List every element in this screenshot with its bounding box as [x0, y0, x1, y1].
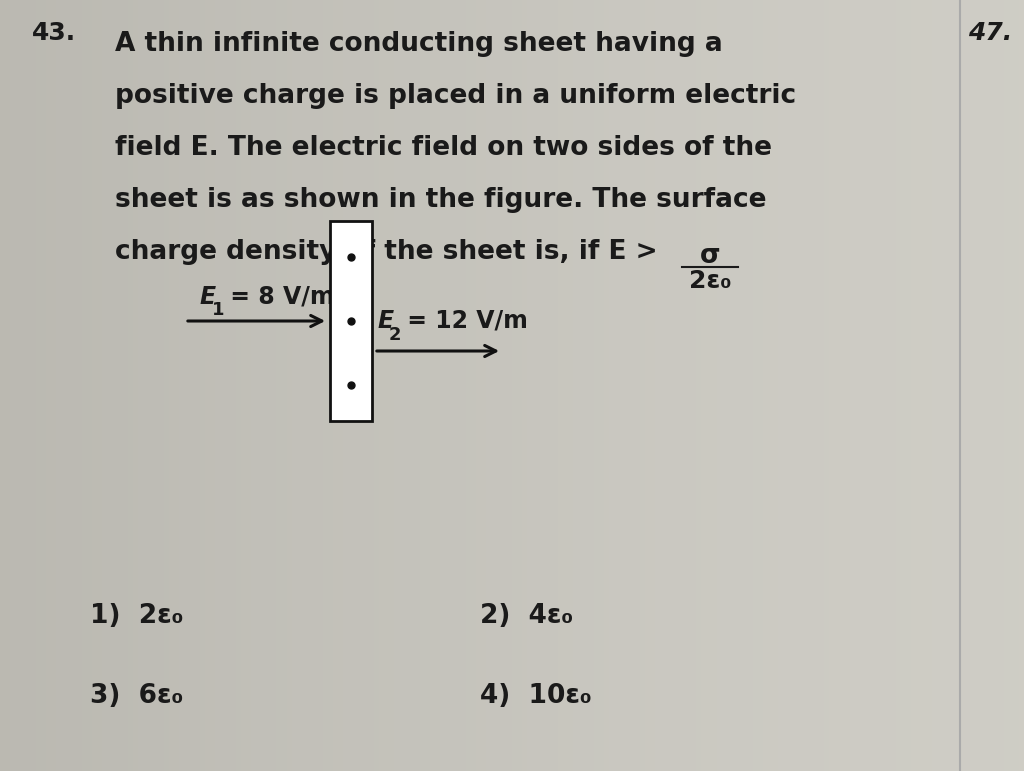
Text: E: E: [377, 309, 393, 333]
Text: = 8 V/m: = 8 V/m: [222, 285, 335, 309]
Text: sheet is as shown in the figure. The surface: sheet is as shown in the figure. The sur…: [115, 187, 767, 213]
Text: 2: 2: [389, 326, 401, 344]
Text: 1: 1: [212, 301, 224, 319]
Text: 3)  6ε₀: 3) 6ε₀: [90, 683, 183, 709]
Text: field E. The electric field on two sides of the: field E. The electric field on two sides…: [115, 135, 772, 161]
Text: 47.: 47.: [968, 21, 1012, 45]
Text: σ: σ: [699, 243, 720, 269]
Text: = 12 V/m: = 12 V/m: [399, 309, 528, 333]
Text: 2)  4ε₀: 2) 4ε₀: [480, 603, 573, 629]
Text: A thin infinite conducting sheet having a: A thin infinite conducting sheet having …: [115, 31, 723, 57]
Text: 1)  2ε₀: 1) 2ε₀: [90, 603, 183, 629]
Bar: [330, 221, 372, 421]
Text: positive charge is placed in a uniform electric: positive charge is placed in a uniform e…: [115, 83, 796, 109]
Text: 4)  10ε₀: 4) 10ε₀: [480, 683, 592, 709]
Text: 2ε₀: 2ε₀: [689, 269, 731, 293]
Text: 43.: 43.: [32, 21, 76, 45]
Text: charge density of the sheet is, if E >: charge density of the sheet is, if E >: [115, 239, 657, 265]
Text: E: E: [200, 285, 216, 309]
